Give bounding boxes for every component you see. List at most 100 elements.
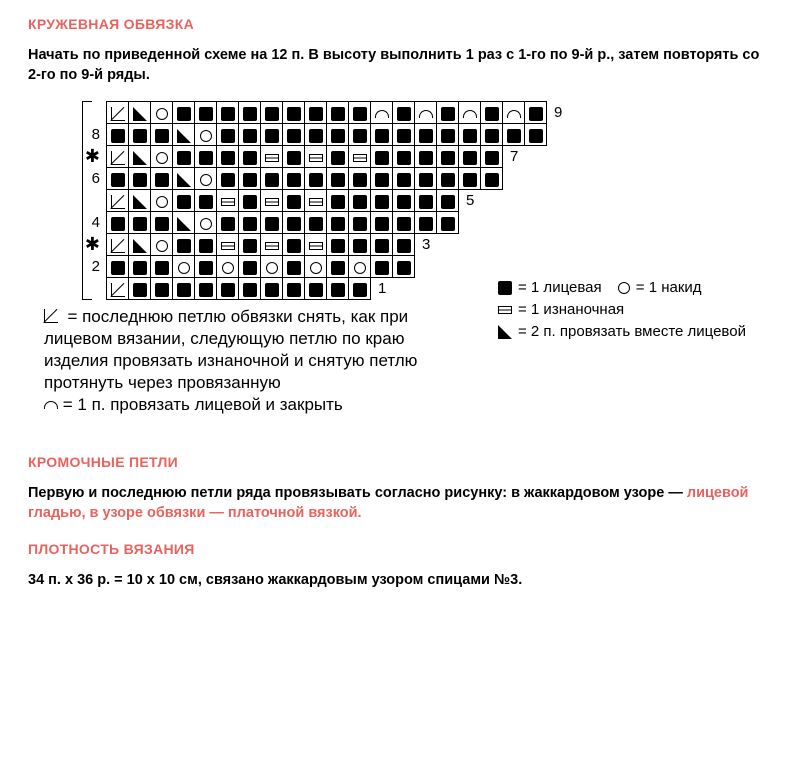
sq-icon <box>485 173 499 187</box>
chart-cell <box>459 256 481 278</box>
chart-cell <box>393 278 415 300</box>
chart-cell <box>107 102 129 124</box>
chart-cell <box>151 212 173 234</box>
legend-knit: = 1 лицевая <box>518 277 602 299</box>
sq-icon <box>155 217 169 231</box>
sq-icon <box>287 151 301 165</box>
chart-cell <box>371 146 393 168</box>
sq-icon <box>441 195 455 209</box>
sq-icon <box>199 195 213 209</box>
sq-icon <box>375 129 389 143</box>
sq-icon <box>375 217 389 231</box>
chart-cell <box>305 234 327 256</box>
chart-cell <box>239 146 261 168</box>
sq-icon <box>287 129 301 143</box>
sq-icon <box>331 173 345 187</box>
sq-icon <box>221 283 235 297</box>
sq-icon <box>331 195 345 209</box>
sq-icon <box>243 173 257 187</box>
row-label-right: 9 <box>554 101 562 123</box>
sq-icon <box>243 195 257 209</box>
circ-icon <box>354 262 366 274</box>
sq-icon <box>397 217 411 231</box>
chart-cell <box>195 146 217 168</box>
sq-icon <box>111 173 125 187</box>
triR-icon <box>133 151 147 165</box>
sq-icon <box>353 239 367 253</box>
chart-cell <box>283 256 305 278</box>
sq-icon <box>441 107 455 121</box>
sq-icon <box>463 173 477 187</box>
sq-icon <box>221 151 235 165</box>
chart-cell <box>239 102 261 124</box>
chart-cell <box>371 212 393 234</box>
sq-icon <box>331 283 345 297</box>
sq-icon <box>419 173 433 187</box>
triL-icon <box>111 283 125 297</box>
bind-off-icon <box>44 401 58 409</box>
chart-cell <box>371 102 393 124</box>
chart-cell <box>327 256 349 278</box>
chart-cell <box>349 124 371 146</box>
sq-icon <box>353 283 367 297</box>
chart-cell <box>393 256 415 278</box>
sq-icon <box>353 129 367 143</box>
chart-cell <box>525 256 547 278</box>
sq-icon <box>331 107 345 121</box>
chart-cell <box>349 234 371 256</box>
chart-cell <box>173 256 195 278</box>
chart-cell <box>393 234 415 256</box>
chart-cell <box>151 102 173 124</box>
chart-cell <box>415 190 437 212</box>
chart-cell <box>173 212 195 234</box>
sq-icon <box>441 151 455 165</box>
sq-icon <box>155 283 169 297</box>
band-icon <box>221 198 235 206</box>
chart-cell <box>371 256 393 278</box>
knitting-chart: 8✱64✱2 97531 = 1 лицевая = 1 накид = 1 и… <box>28 101 768 436</box>
chart-cell <box>327 234 349 256</box>
chart-cell <box>151 168 173 190</box>
sq-icon <box>199 151 213 165</box>
sq-icon <box>243 151 257 165</box>
sq-icon <box>133 173 147 187</box>
chart-cell <box>173 168 195 190</box>
sq-icon <box>485 129 499 143</box>
chart-cell <box>525 146 547 168</box>
chart-cell <box>459 234 481 256</box>
chart-cell <box>459 146 481 168</box>
chart-cell <box>107 256 129 278</box>
chart-cell <box>195 278 217 300</box>
row-label-right: 7 <box>510 145 518 167</box>
sq-icon <box>243 217 257 231</box>
circ-icon <box>310 262 322 274</box>
chart-cell <box>503 190 525 212</box>
chart-cell <box>129 124 151 146</box>
chart-cell <box>239 278 261 300</box>
sq-icon <box>375 261 389 275</box>
chart-cell <box>261 168 283 190</box>
sq-icon <box>331 151 345 165</box>
chart-cell <box>503 256 525 278</box>
chart-cell <box>217 124 239 146</box>
chart-cell <box>349 256 371 278</box>
sq-icon <box>111 129 125 143</box>
triR-icon <box>133 107 147 121</box>
chart-grid <box>106 101 547 300</box>
intro-paragraph: Начать по приведенной схеме на 12 п. В в… <box>28 46 772 85</box>
sq-icon <box>287 173 301 187</box>
chart-cell <box>305 212 327 234</box>
chart-cell <box>173 124 195 146</box>
arc-icon <box>419 110 433 118</box>
chart-explain: = последнюю петлю обвязки снять, как при… <box>44 306 424 416</box>
chart-cell <box>283 102 305 124</box>
sq-icon <box>221 217 235 231</box>
circ-icon <box>200 218 212 230</box>
sq-icon <box>485 107 499 121</box>
chart-cell <box>327 168 349 190</box>
chart-cell <box>327 102 349 124</box>
chart-cell <box>415 278 437 300</box>
sq-icon <box>133 261 147 275</box>
triR-icon <box>177 129 191 143</box>
chart-cell <box>107 146 129 168</box>
